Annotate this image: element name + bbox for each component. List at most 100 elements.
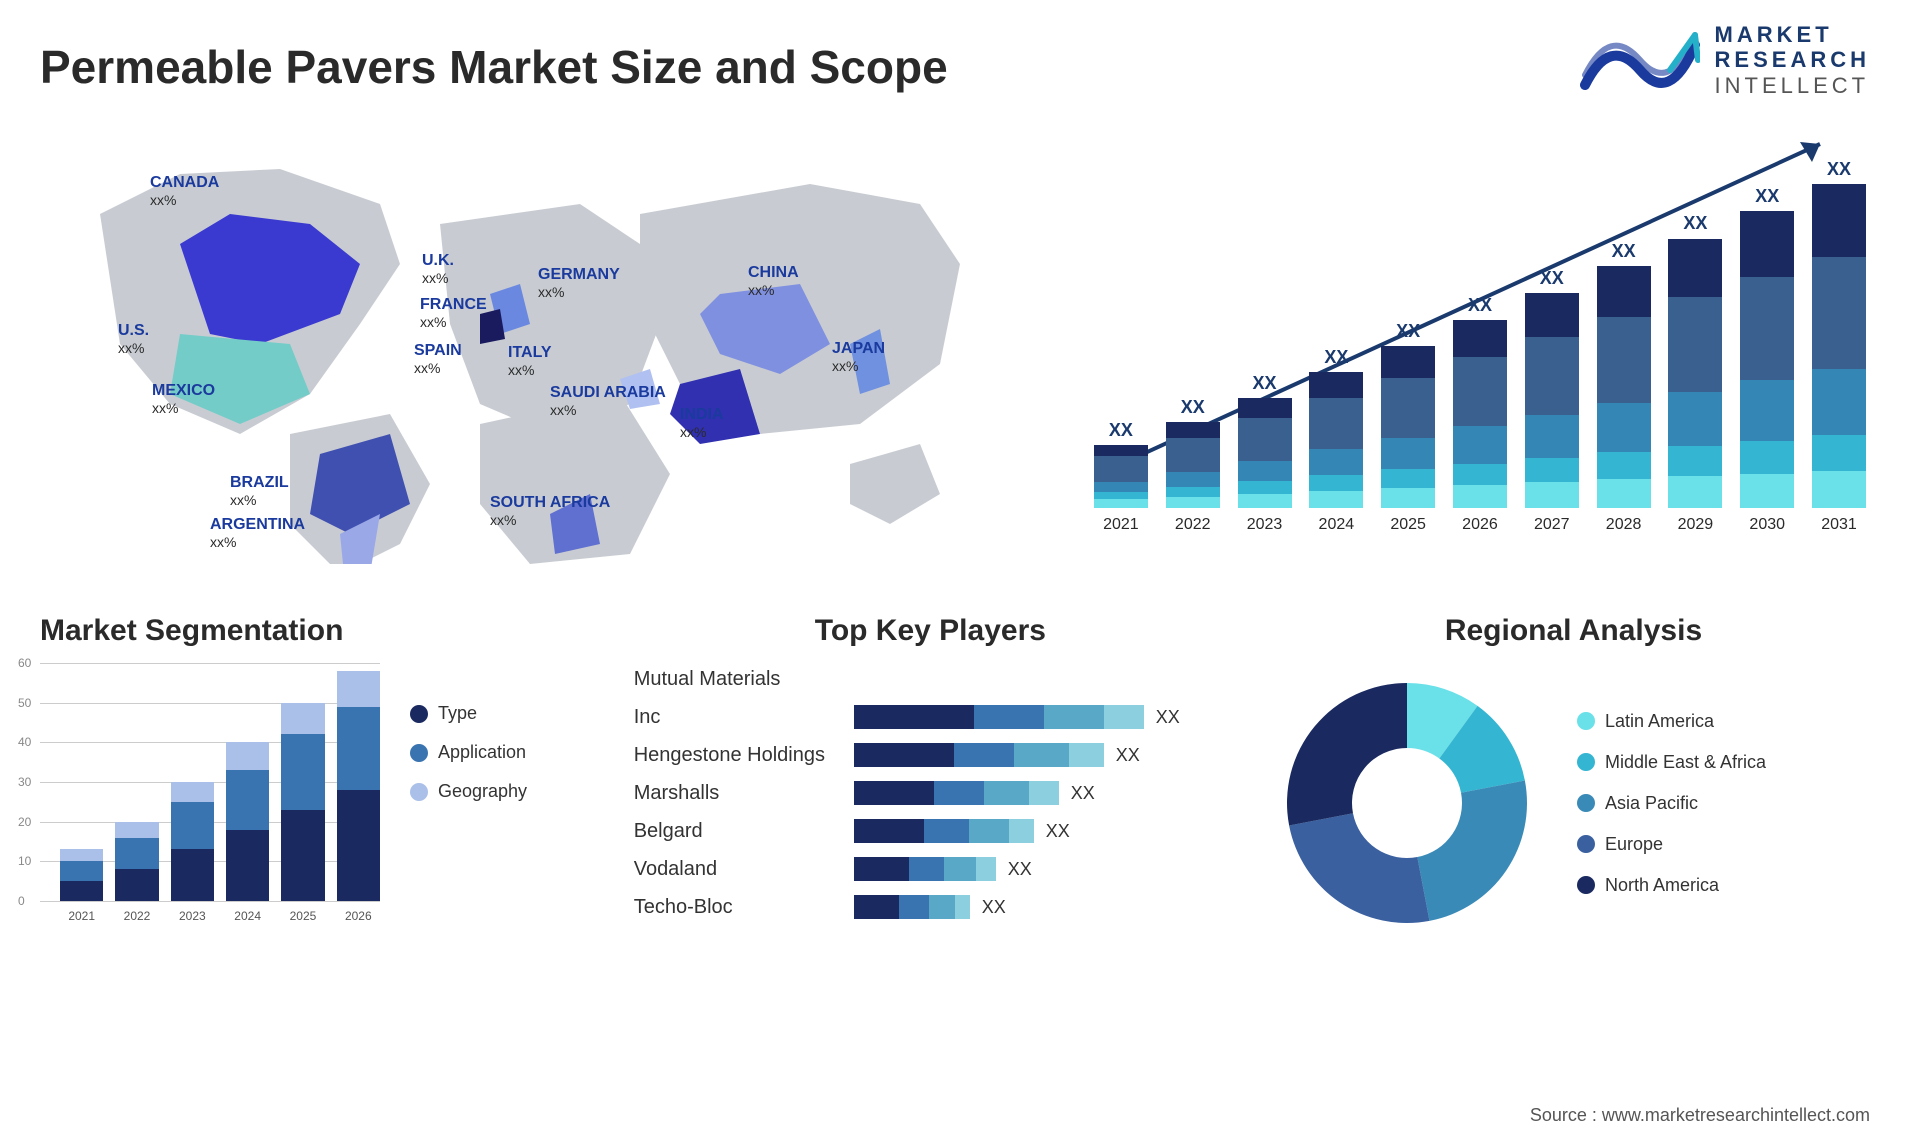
market-segmentation: Market Segmentation 0102030405060 202120… — [40, 614, 594, 943]
footer-source: Source : www.marketresearchintellect.com — [1530, 1105, 1870, 1126]
growth-bar-year: 2030 — [1749, 516, 1785, 534]
growth-bar-value: XX — [1540, 268, 1564, 289]
legend-item: Middle East & Africa — [1577, 752, 1766, 773]
growth-bar-value: XX — [1324, 347, 1348, 368]
growth-bar: XX 2027 — [1521, 268, 1583, 534]
player-bar — [854, 857, 996, 881]
logo-text: MARKET RESEARCH INTELLECT — [1715, 22, 1870, 98]
growth-chart: XX2021XX2022XX2023XX2024XX2025XX2026XX20… — [1080, 124, 1880, 574]
legend-label: Asia Pacific — [1605, 793, 1698, 814]
player-row: BelgardXX — [634, 815, 1227, 847]
map-label: SPAINxx% — [414, 342, 462, 377]
growth-bar-year: 2021 — [1103, 516, 1139, 534]
player-row: Hengestone Holdings XX — [634, 739, 1227, 771]
player-value: XX — [1156, 707, 1180, 728]
seg-y-tick: 0 — [18, 894, 25, 908]
growth-bar: XX2031 — [1808, 159, 1870, 534]
player-value: XX — [1071, 783, 1095, 804]
player-bar — [854, 819, 1034, 843]
seg-y-tick: 30 — [18, 775, 31, 789]
player-value: XX — [982, 897, 1006, 918]
seg-x-label: 2024 — [226, 909, 269, 923]
map-label: CHINAxx% — [748, 264, 799, 299]
player-name: Mutual Materials — [634, 668, 854, 691]
segmentation-bar — [281, 703, 324, 901]
logo-line1: MARKET — [1715, 22, 1870, 47]
map-label: U.S.xx% — [118, 322, 149, 357]
logo-line2: RESEARCH — [1715, 47, 1870, 72]
segmentation-legend: Type Application Geography — [410, 663, 527, 923]
seg-y-tick: 40 — [18, 735, 31, 749]
growth-bar-year: 2022 — [1175, 516, 1211, 534]
seg-y-tick: 60 — [18, 656, 31, 670]
growth-bar-year: 2031 — [1821, 516, 1857, 534]
growth-bar: XX 2021 — [1090, 420, 1152, 534]
player-bar — [854, 895, 970, 919]
map-label: GERMANYxx% — [538, 266, 620, 301]
growth-bar-year: 2025 — [1390, 516, 1426, 534]
player-name: Techo-Bloc — [634, 896, 854, 919]
growth-bar-value: XX — [1612, 241, 1636, 262]
brand-logo: MARKET RESEARCH INTELLECT — [1580, 20, 1870, 100]
player-bar — [854, 743, 1104, 767]
map-label: ITALYxx% — [508, 344, 552, 379]
growth-bar-value: XX — [1181, 397, 1205, 418]
map-label: INDIAxx% — [680, 406, 724, 441]
legend-label: Middle East & Africa — [1605, 752, 1766, 773]
player-name: Vodaland — [634, 858, 854, 881]
growth-bar: XX 2029 — [1665, 213, 1727, 534]
growth-bar-value: XX — [1683, 213, 1707, 234]
player-name: Belgard — [634, 820, 854, 843]
growth-bar-year: 2029 — [1678, 516, 1714, 534]
legend-label: Latin America — [1605, 711, 1714, 732]
legend-item: Geography — [410, 781, 527, 802]
donut-slice — [1287, 683, 1407, 825]
legend-label: Europe — [1605, 834, 1663, 855]
player-name: Marshalls — [634, 782, 854, 805]
growth-bar-year: 2027 — [1534, 516, 1570, 534]
top-key-players: Top Key Players Mutual MaterialsIncXXHen… — [634, 614, 1227, 943]
segmentation-bar — [337, 671, 380, 901]
player-value: XX — [1116, 745, 1140, 766]
legend-label: Type — [438, 703, 477, 724]
map-label: MEXICOxx% — [152, 382, 215, 417]
growth-bar: XX 2026 — [1449, 295, 1511, 534]
map-label: JAPANxx% — [832, 340, 885, 375]
map-label: ARGENTINAxx% — [210, 516, 305, 551]
seg-y-tick: 20 — [18, 815, 31, 829]
growth-bar-value: XX — [1396, 321, 1420, 342]
segmentation-bar — [115, 822, 158, 901]
seg-x-label: 2023 — [171, 909, 214, 923]
regional-title: Regional Analysis — [1267, 614, 1880, 648]
seg-x-label: 2022 — [115, 909, 158, 923]
legend-item: Asia Pacific — [1577, 793, 1766, 814]
regional-analysis: Regional Analysis Latin America Middle Ea… — [1267, 614, 1880, 943]
regional-legend: Latin America Middle East & Africa Asia Pa… — [1577, 711, 1766, 896]
player-value: XX — [1008, 859, 1032, 880]
legend-item: Application — [410, 742, 527, 763]
segmentation-bar — [60, 849, 103, 901]
map-label: CANADAxx% — [150, 174, 219, 209]
legend-item: Type — [410, 703, 527, 724]
player-name: Inc — [634, 706, 854, 729]
donut-slice — [1289, 813, 1429, 923]
seg-y-tick: 10 — [18, 854, 31, 868]
player-bar — [854, 705, 1144, 729]
player-row: Marshalls XX — [634, 777, 1227, 809]
segmentation-chart: 0102030405060 202120222023202420252026 — [40, 663, 380, 923]
segmentation-title: Market Segmentation — [40, 614, 594, 648]
growth-bar-year: 2026 — [1462, 516, 1498, 534]
logo-line3: INTELLECT — [1715, 73, 1870, 98]
players-title: Top Key Players — [634, 614, 1227, 648]
seg-x-label: 2021 — [60, 909, 103, 923]
donut-slice — [1417, 781, 1527, 921]
seg-x-label: 2025 — [281, 909, 324, 923]
player-name: Hengestone Holdings — [634, 744, 854, 767]
growth-bar-year: 2024 — [1319, 516, 1355, 534]
growth-bar: XX 2024 — [1305, 347, 1367, 534]
growth-bar-value: XX — [1109, 420, 1133, 441]
growth-bar: XX 2025 — [1377, 321, 1439, 534]
legend-label: Geography — [438, 781, 527, 802]
growth-bar-value: XX — [1468, 295, 1492, 316]
growth-bar-year: 2023 — [1247, 516, 1283, 534]
